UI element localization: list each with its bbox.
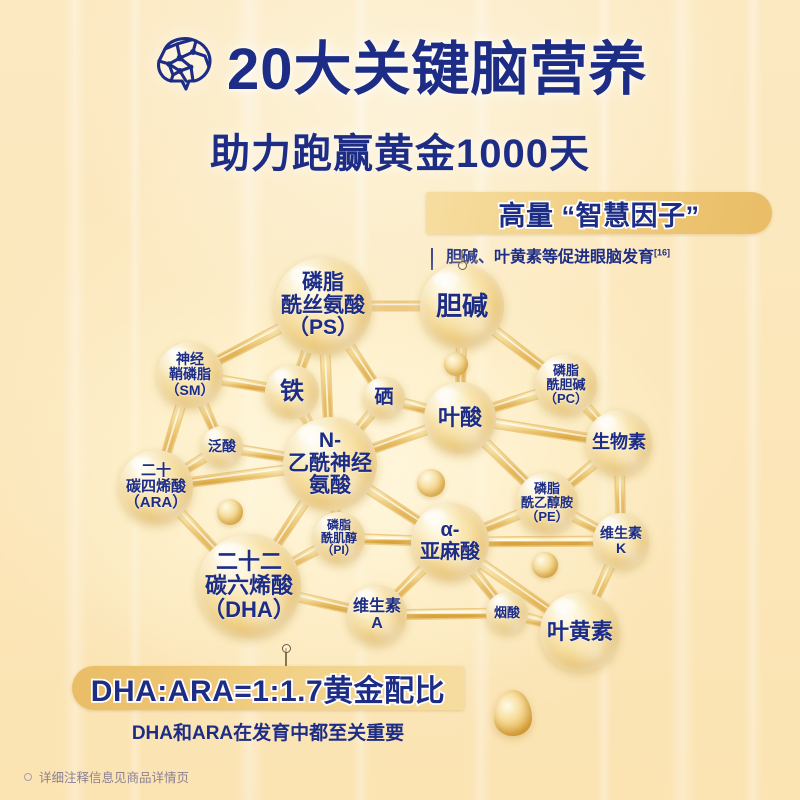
nutrient-node-ala[interactable]: α- 亚麻酸: [411, 503, 489, 581]
callout-anchor-marker: [281, 643, 291, 653]
nutrient-node-label: 维生素 K: [600, 524, 642, 556]
callout-top-reference: [16]: [654, 247, 671, 258]
page-title: 20大关键脑营养: [226, 36, 648, 102]
nutrient-node-label: 叶黄素: [546, 619, 613, 645]
nutrient-node-label: 二十二 碳六烯酸 （DHA）: [203, 549, 295, 622]
network-junction: [217, 499, 243, 525]
golden-droplet: [494, 690, 532, 736]
footer-note: 详细注释信息见商品详情页: [39, 771, 190, 785]
nutrient-node-pe[interactable]: 磷脂 酰乙醇胺 （PE）: [516, 472, 578, 534]
circle-bullet-icon: [24, 772, 32, 781]
callout-top-ribbon: 高量 “智慧因子”: [426, 192, 772, 234]
nutrient-node-pi[interactable]: 磷脂 酰肌醇 （PI）: [313, 512, 365, 564]
brain-network-icon: [153, 34, 215, 97]
nutrient-node-ps[interactable]: 磷脂 酰丝氨酸 （PS）: [274, 257, 372, 355]
nutrient-node-label: N- 乙酰神经 氨酸: [288, 428, 372, 498]
nutrient-node-niacin[interactable]: 烟酸: [486, 592, 528, 634]
nutrient-node-choline[interactable]: 胆碱: [420, 264, 504, 348]
nutrient-node-label: 神经 鞘磷脂 （SM）: [165, 351, 215, 398]
nutrient-node-label: 磷脂 酰乙醇胺 （PE）: [520, 480, 573, 525]
nutrient-node-neuac[interactable]: N- 乙酰神经 氨酸: [283, 417, 377, 511]
nutrient-node-label: 泛酸: [208, 438, 236, 455]
nutrient-node-biotin[interactable]: 生物素: [586, 410, 652, 476]
nutrient-node-va[interactable]: 维生素 A: [347, 585, 407, 645]
header: 20大关键脑营养 助力跑赢黄金1000天: [0, 34, 800, 179]
nutrient-node-se[interactable]: 硒: [363, 377, 405, 419]
nutrient-node-sm[interactable]: 神经 鞘磷脂 （SM）: [157, 342, 223, 408]
callout-bottom-subtitle: DHA和ARA在发育中都至关重要: [131, 723, 405, 744]
callout-top-subtitle: 胆碱、叶黄素等促进眼脑发育[16]: [426, 243, 772, 267]
nutrient-node-iron[interactable]: 铁: [265, 365, 319, 419]
callout-top-subtitle-text: 胆碱、叶黄素等促进眼脑发育: [446, 249, 655, 266]
callout-top: 高量 “智慧因子” 胆碱、叶黄素等促进眼脑发育[16]: [426, 192, 772, 270]
nutrient-node-label: 叶酸: [437, 405, 482, 431]
callout-bottom-label: DHA:ARA=1:1.7黄金配比: [89, 673, 446, 710]
nutrient-node-folate[interactable]: 叶酸: [424, 382, 496, 454]
page-subtitle: 助力跑赢黄金1000天: [210, 132, 590, 176]
footer: 详细注释信息见商品详情页: [24, 767, 189, 786]
nutrient-node-lutein[interactable]: 叶黄素: [540, 592, 620, 672]
nutrient-node-label: 磷脂 酰胆碱 （PC）: [543, 362, 589, 407]
nutrient-node-label: 烟酸: [493, 604, 520, 620]
nutrient-node-label: 维生素 A: [352, 597, 401, 632]
network-junction: [532, 552, 558, 578]
nutrient-node-label: 生物素: [592, 432, 646, 453]
nutrient-node-dha[interactable]: 二十二 碳六烯酸 （DHA）: [197, 534, 301, 638]
nutrient-node-label: α- 亚麻酸: [420, 519, 480, 563]
nutrient-node-label: 硒: [374, 386, 394, 408]
callout-bottom-ribbon: DHA:ARA=1:1.7黄金配比: [72, 666, 464, 710]
network-junction: [417, 469, 445, 497]
nutrient-node-pc[interactable]: 磷脂 酰胆碱 （PC）: [535, 354, 597, 416]
callout-anchor-marker: [457, 260, 467, 270]
nutrient-node-label: 磷脂 酰肌醇 （PI）: [320, 517, 357, 558]
nutrient-node-vk[interactable]: 维生素 K: [593, 513, 649, 569]
network-junction: [444, 352, 468, 376]
nutrient-node-pa[interactable]: 泛酸: [201, 426, 243, 468]
nutrient-node-label: 二十 碳四烯酸 （ARA）: [124, 461, 188, 512]
nutrient-node-ara[interactable]: 二十 碳四烯酸 （ARA）: [119, 450, 193, 524]
callout-top-label: 高量 “智慧因子”: [497, 199, 701, 233]
callout-bottom: DHA:ARA=1:1.7黄金配比 DHA和ARA在发育中都至关重要: [72, 666, 464, 745]
nutrient-node-label: 胆碱: [435, 290, 488, 321]
nutrient-node-label: 铁: [280, 378, 304, 406]
callout-top-tick-mark: [431, 248, 433, 270]
nutrient-node-label: 磷脂 酰丝氨酸 （PS）: [281, 270, 365, 340]
